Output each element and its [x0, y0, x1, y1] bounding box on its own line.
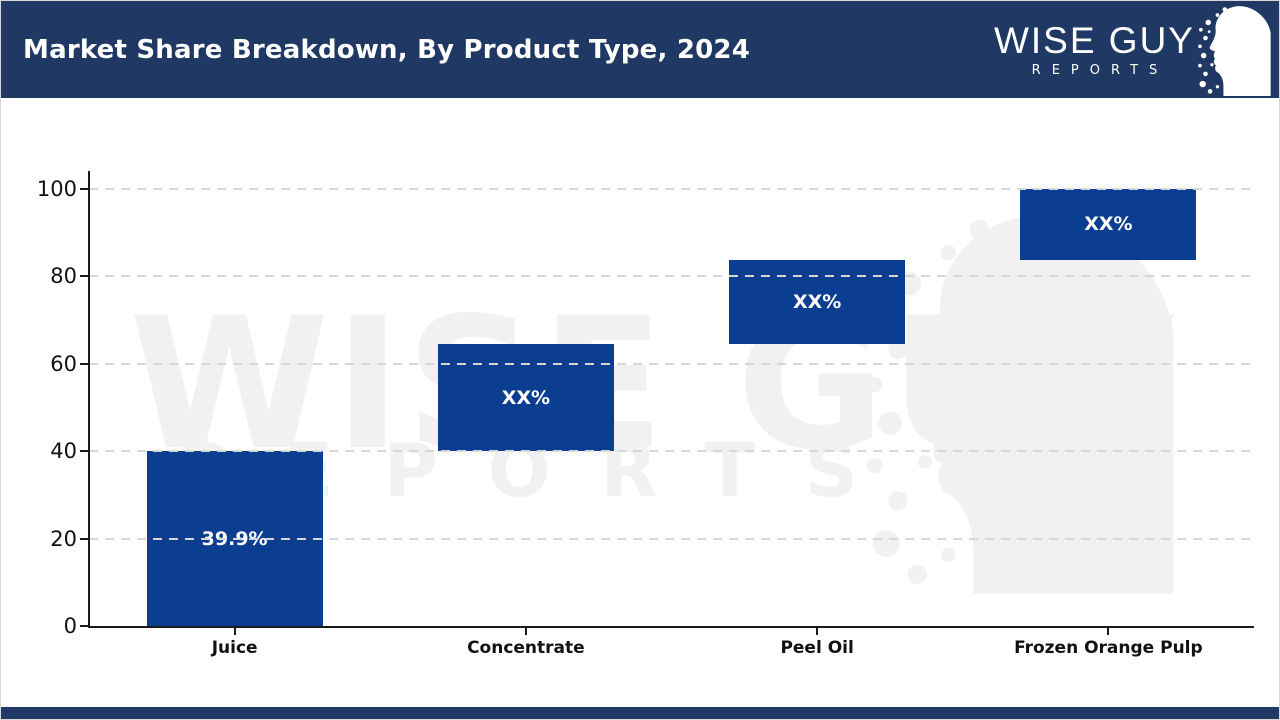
y-tick-label: 100 — [36, 176, 77, 201]
bar-frozen-orange-pulp — [1020, 188, 1197, 261]
chart-title: Market Share Breakdown, By Product Type,… — [23, 34, 750, 65]
y-tick-label: 40 — [50, 439, 77, 463]
category-label: Concentrate — [467, 638, 585, 658]
gridline-100 — [89, 187, 1254, 190]
footer-bar — [1, 707, 1279, 719]
y-tick — [80, 450, 89, 452]
x-tick — [816, 626, 819, 635]
bar-concentrate — [437, 343, 614, 452]
wise-guy-logo: WISE GUY REPORTS — [994, 4, 1279, 96]
face-profile-icon — [1197, 4, 1271, 96]
y-tick — [80, 275, 89, 277]
bar-peel-oil — [729, 260, 906, 344]
bar-value-label: XX% — [792, 291, 842, 314]
x-tick — [524, 626, 527, 635]
chart-area: WISE GUY REPORTS 39.9% Juice XX% Concentrat… — [1, 98, 1279, 709]
x-tick — [233, 626, 236, 635]
header-bar: Market Share Breakdown, By Product Type,… — [1, 1, 1279, 98]
category-label: Juice — [211, 638, 258, 658]
x-tick — [1107, 626, 1110, 635]
y-tick — [80, 362, 89, 365]
y-tick-label: 60 — [50, 351, 77, 376]
y-tick — [80, 537, 89, 540]
category-label: Frozen Orange Pulp — [1014, 638, 1203, 658]
watermark-face-icon — [863, 206, 1173, 594]
y-tick-label: 0 — [63, 614, 77, 638]
gridline-40 — [89, 450, 1254, 452]
logo-text: WISE GUY REPORTS — [994, 22, 1195, 77]
y-axis-line — [88, 171, 90, 628]
gridline-20 — [89, 537, 1254, 540]
y-tick-label: 20 — [50, 526, 77, 551]
bar-value-label: XX% — [1084, 213, 1133, 236]
logo-subtitle: REPORTS — [1031, 63, 1169, 78]
y-tick-label: 80 — [50, 264, 77, 288]
y-tick — [80, 625, 89, 627]
y-tick — [80, 187, 89, 190]
logo-wordmark: WISE GUY — [993, 20, 1195, 61]
x-axis-line — [88, 626, 1254, 628]
bar-value-label: XX% — [501, 386, 551, 409]
category-label: Peel Oil — [780, 638, 854, 658]
gridline-60 — [89, 362, 1254, 365]
gridline-80 — [89, 275, 1254, 277]
